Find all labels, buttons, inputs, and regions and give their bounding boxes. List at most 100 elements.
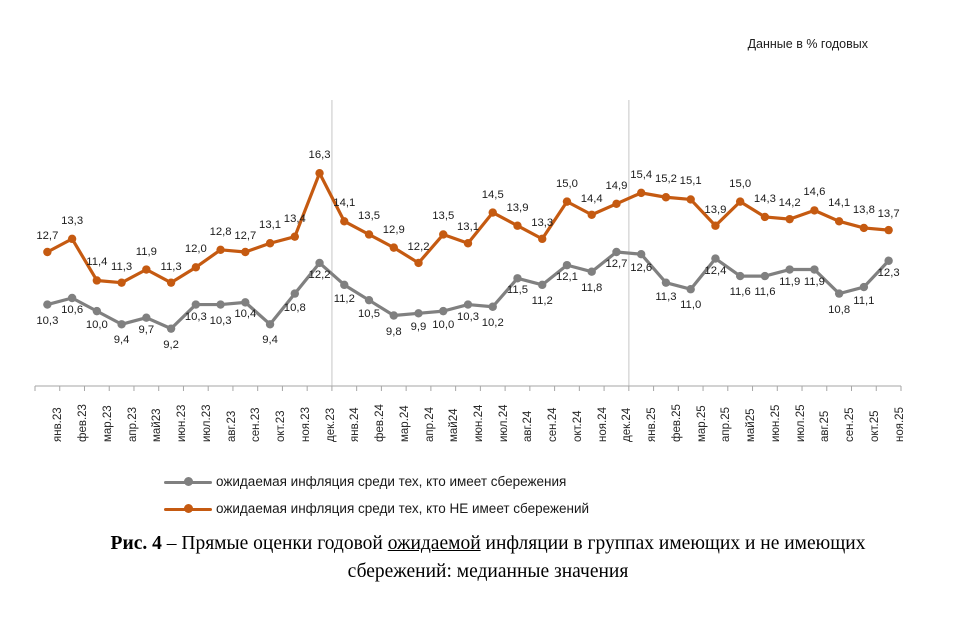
data-point-label: 14,9 (605, 179, 628, 192)
caption-dash: – (161, 533, 182, 554)
x-axis-tick-label: янв.23 (52, 407, 65, 442)
data-point-label: 12,2 (407, 240, 430, 253)
data-point-label: 13,9 (704, 203, 727, 216)
data-point-label: 11,5 (506, 284, 529, 297)
data-point-label: 14,6 (803, 186, 826, 199)
x-axis-tick-label: авг.25 (819, 410, 832, 442)
x-axis-tick-label: янв.24 (349, 407, 362, 442)
x-axis-tick-label: июн.25 (769, 404, 782, 442)
data-point-label: 9,4 (262, 334, 278, 347)
x-axis-tick-label: фев.25 (670, 404, 683, 442)
data-point-label: 14,1 (828, 197, 851, 210)
data-point-label: 15,0 (555, 177, 578, 190)
data-point-label: 9,7 (138, 323, 155, 336)
x-axis-tick-label: апр.23 (126, 406, 139, 442)
data-point-label: 14,4 (580, 192, 603, 205)
data-point-label: 11,3 (111, 260, 133, 273)
caption-underlined-word: ожидаемой (387, 533, 481, 554)
data-point-label: 10,6 (61, 303, 84, 316)
data-point-label: 15,4 (630, 168, 653, 181)
caption-text-part1: Прямые оценки годовой (181, 533, 388, 554)
data-point-label: 15,1 (679, 175, 702, 188)
x-axis-tick-label: фев.23 (77, 404, 90, 442)
x-axis-tick-label: янв.25 (646, 407, 659, 442)
data-point-label: 14,2 (778, 197, 801, 210)
figure-number: Рис. 4 (110, 533, 162, 554)
legend-label-no-savings: ожидаемая инфляция среди тех, кто НЕ име… (216, 501, 590, 516)
x-axis-tick-label: май25 (745, 408, 758, 442)
x-axis-tick-label: фев.24 (374, 404, 387, 442)
x-axis-tick-label: июл.24 (497, 404, 510, 443)
x-axis-tick-label: ноя.25 (893, 407, 906, 442)
data-point-label: 12,3 (877, 266, 900, 279)
data-point-label: 10,8 (828, 303, 851, 316)
data-point-label: 10,5 (358, 308, 381, 321)
data-point-label: 11,9 (779, 275, 801, 288)
legend-item-savings[interactable]: ожидаемая инфляция среди тех, кто имеет … (160, 468, 860, 495)
x-axis-tick-label: окт.24 (571, 410, 584, 442)
data-point-label: 12,1 (555, 271, 578, 284)
caption-text-part2: инфляции в группах имеющих и не имеющих … (347, 533, 866, 582)
line-chart-plot: 10,3 10,6 10,0 9,4 9,7 9,2 10,3 10,3 10,4 9,4 10,8… (34, 100, 902, 391)
data-point-label: 14,1 (333, 197, 356, 210)
x-axis-tick-label: май24 (448, 408, 461, 442)
data-point-label: 15,0 (729, 177, 752, 190)
data-point-label: 13,1 (259, 219, 282, 232)
x-axis-tick-label: сен.23 (250, 407, 263, 442)
x-axis-tick-label: ноя.24 (596, 407, 609, 442)
x-axis-tick-label: июн.23 (176, 404, 189, 442)
data-point-label: 12,0 (184, 243, 207, 256)
data-point-label: 11,3 (655, 290, 677, 303)
data-point-label: 12,6 (630, 262, 653, 275)
data-point-label: 9,9 (410, 321, 427, 334)
data-point-label: 15,2 (654, 173, 677, 186)
data-point-label: 10,3 (184, 310, 207, 323)
x-axis-tick-label: июн.24 (473, 404, 485, 442)
data-point-label: 13,3 (531, 216, 554, 229)
x-axis-tick-label: мар.24 (398, 405, 411, 442)
x-axis-tick-label: сен.25 (844, 407, 857, 442)
legend-item-no-savings[interactable]: ожидаемая инфляция среди тех, кто НЕ име… (160, 495, 860, 522)
x-axis-tick-label: авг.24 (522, 410, 535, 442)
x-axis-tick-label: июл.25 (794, 404, 807, 443)
x-axis-tick-label: дек.23 (324, 407, 337, 442)
data-point-label: 13,4 (283, 212, 306, 225)
data-point-label: 10,3 (457, 310, 479, 323)
data-point-label: 13,5 (358, 210, 381, 223)
x-axis-tick-label: окт.23 (275, 410, 288, 442)
x-axis-tick-label: сен.24 (547, 407, 560, 442)
data-point-label: 12,2 (308, 268, 331, 281)
chart-legend: ожидаемая инфляция среди тех, кто имеет … (160, 468, 860, 522)
data-point-label: 13,5 (432, 210, 455, 223)
data-point-label: 11,6 (729, 286, 751, 299)
data-point-label: 13,3 (61, 214, 84, 227)
x-axis-tick-label: апр.25 (720, 406, 733, 442)
data-point-label: 11,0 (680, 299, 702, 312)
x-axis-tick-label: июл.23 (200, 404, 213, 443)
x-axis-tick-label: окт.25 (868, 410, 881, 442)
data-point-label: 16,3 (308, 149, 331, 162)
data-point-label: 13,7 (877, 208, 900, 221)
data-point-label: 13,8 (852, 203, 875, 216)
data-point-label: 9,8 (385, 325, 402, 338)
data-point-label: 10,3 (209, 314, 232, 327)
legend-key-savings-icon (160, 475, 216, 489)
data-point-label: 10,0 (85, 319, 108, 332)
x-axis-tick-label: апр.24 (423, 406, 436, 442)
data-point-label: 10,0 (432, 319, 455, 332)
units-note: Данные в % годовых (747, 37, 868, 51)
data-point-label: 11,8 (581, 281, 603, 294)
data-point-label: 10,2 (481, 316, 504, 329)
data-point-label: 12,9 (382, 223, 405, 236)
data-point-label: 11,3 (160, 260, 182, 273)
data-point-label: 11,9 (135, 245, 157, 258)
data-point-label: 14,3 (753, 192, 776, 205)
data-point-label: 13,9 (506, 201, 529, 214)
data-point-label: 12,4 (704, 264, 727, 277)
x-axis-tick-label: мар.23 (101, 405, 114, 442)
x-axis-labels: янв.23 фев.23 мар.23 апр.23 май23 июн.23 июл.2… (0, 386, 976, 456)
data-point-label: 14,5 (481, 188, 504, 201)
data-point-label: 10,8 (283, 301, 306, 314)
data-point-label: 13,1 (457, 221, 479, 234)
x-axis-tick-label: мар.25 (695, 405, 708, 442)
